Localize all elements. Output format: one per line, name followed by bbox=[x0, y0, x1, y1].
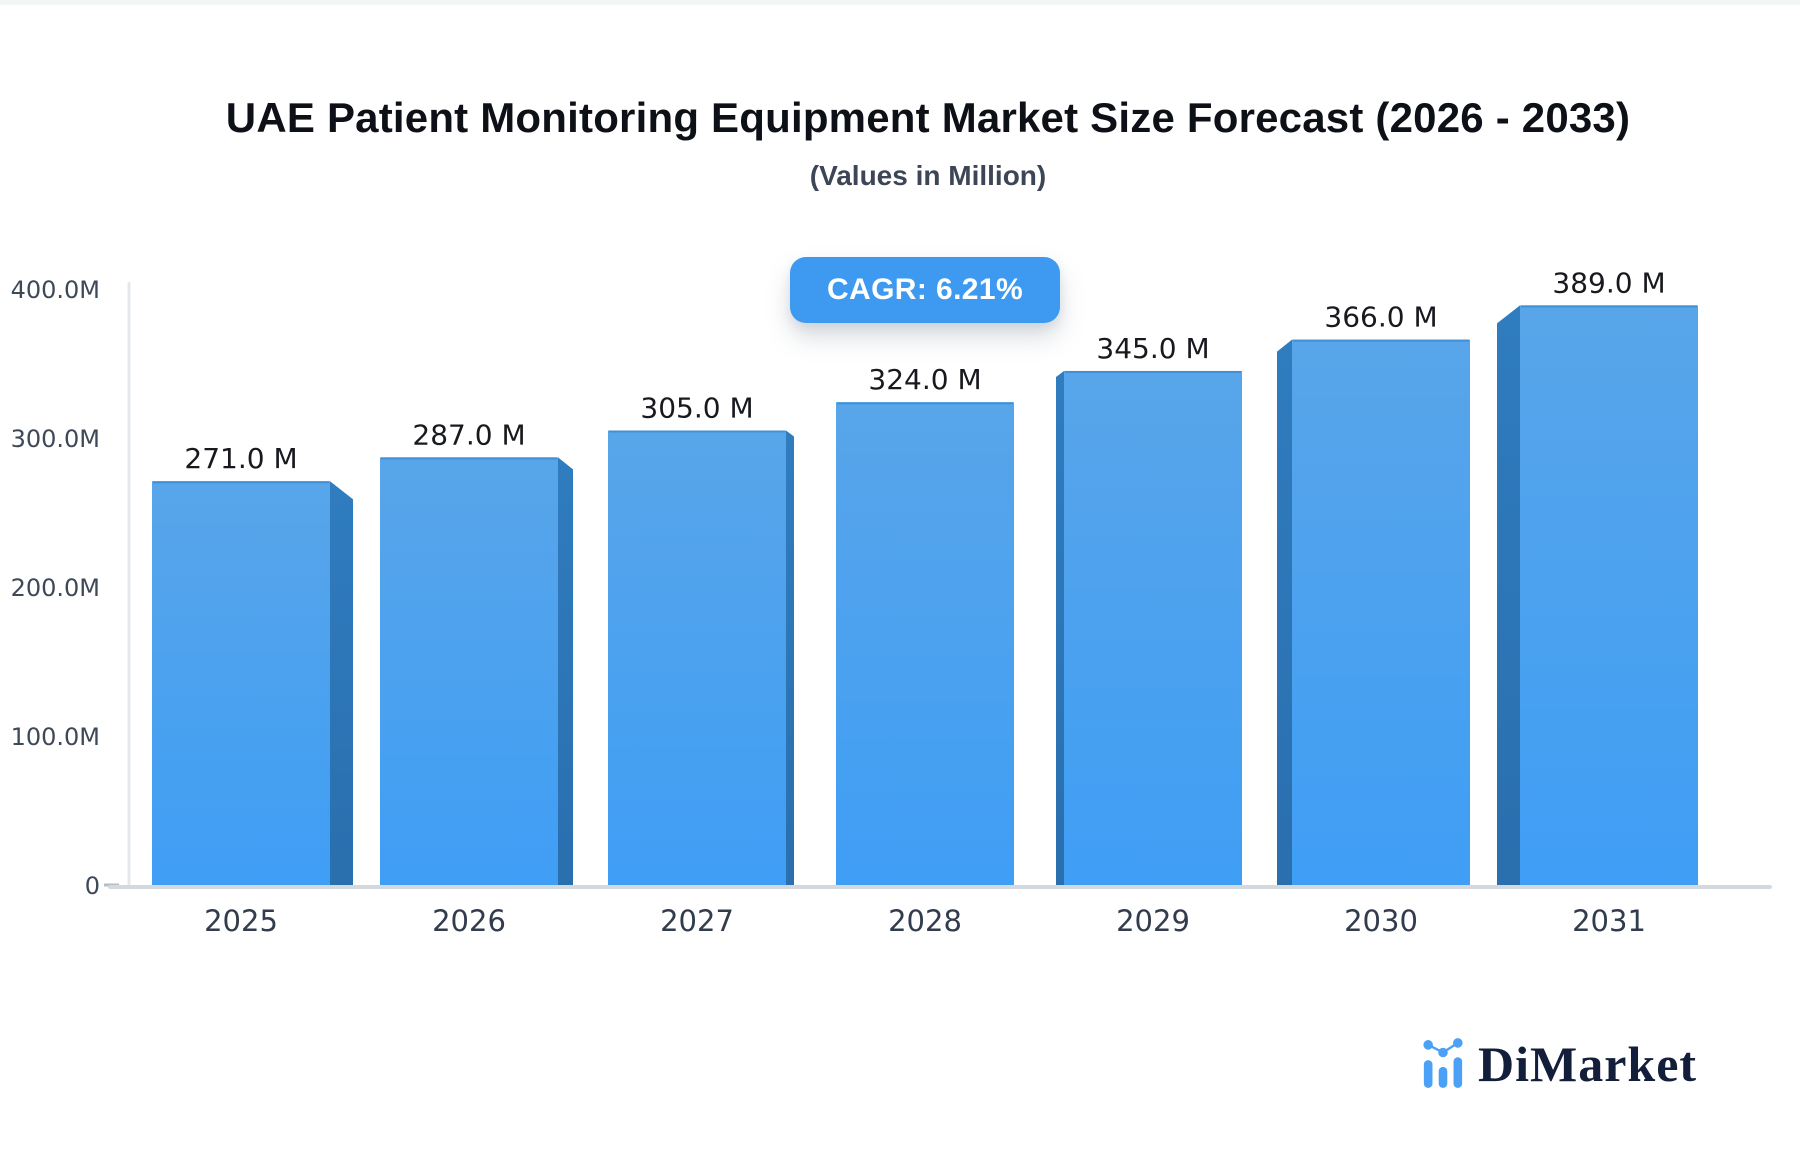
chart-header: UAE Patient Monitoring Equipment Market … bbox=[56, 94, 1800, 192]
value-label-2031: 389.0 M bbox=[1552, 266, 1665, 299]
bar-group-2025: 271.0 M 2025 bbox=[152, 442, 353, 938]
bar-group-2031: 389.0 M 2031 bbox=[1497, 266, 1698, 938]
bar-side-face bbox=[786, 430, 794, 885]
value-label-2026: 287.0 M bbox=[412, 418, 525, 451]
bar-side-face bbox=[1056, 370, 1064, 885]
y-tick-label-300: 300.0M bbox=[11, 425, 100, 453]
bar-side-face bbox=[1497, 305, 1520, 885]
y-tick-label-100: 100.0M bbox=[11, 723, 100, 751]
dimarket-logo: DiMarket bbox=[1421, 1036, 1697, 1090]
x-label-2028: 2028 bbox=[888, 904, 962, 938]
bar-front-face bbox=[836, 402, 1014, 886]
y-tick-label-400: 400.0M bbox=[11, 276, 100, 304]
chart-title: UAE Patient Monitoring Equipment Market … bbox=[225, 94, 1631, 141]
value-label-2025: 271.0 M bbox=[184, 442, 297, 475]
cagr-badge-label: CAGR: 6.21% bbox=[826, 273, 1024, 306]
chart-subtitle: (Values in Million) bbox=[809, 160, 1047, 191]
x-label-2027: 2027 bbox=[660, 904, 734, 938]
mini-bar-chart-icon bbox=[1423, 1038, 1463, 1088]
logo-text: DiMarket bbox=[1478, 1036, 1698, 1092]
bar-side-face bbox=[1277, 339, 1292, 885]
bar-side-face bbox=[330, 481, 353, 885]
bar-front-face bbox=[1520, 305, 1698, 886]
value-label-2028: 324.0 M bbox=[868, 363, 981, 396]
bar-front-face bbox=[1292, 339, 1470, 886]
bar-group-2027: 305.0 M 2027 bbox=[608, 392, 794, 938]
bar-group-2028: 324.0 M 2028 bbox=[836, 363, 1014, 938]
x-label-2025: 2025 bbox=[204, 904, 278, 938]
bar-side-face bbox=[558, 457, 573, 885]
bar-group-2029: 345.0 M 2029 bbox=[1056, 332, 1242, 938]
bar-front-face bbox=[380, 457, 558, 886]
value-label-2030: 366.0 M bbox=[1324, 301, 1437, 334]
y-tick-label-0: 0 bbox=[85, 872, 100, 900]
bar-group-2030: 366.0 M 2030 bbox=[1277, 301, 1470, 938]
y-tick-label-200: 200.0M bbox=[11, 574, 100, 602]
value-label-2029: 345.0 M bbox=[1096, 332, 1209, 365]
x-label-2029: 2029 bbox=[1116, 904, 1190, 938]
bar-group-2026: 287.0 M 2026 bbox=[380, 418, 573, 938]
bar-front-face bbox=[1064, 370, 1242, 886]
bar-front-face bbox=[608, 430, 786, 886]
x-label-2031: 2031 bbox=[1572, 904, 1646, 938]
x-label-2030: 2030 bbox=[1344, 904, 1418, 938]
x-label-2026: 2026 bbox=[432, 904, 506, 938]
cagr-badge: CAGR: 6.21% bbox=[790, 257, 1060, 323]
value-label-2027: 305.0 M bbox=[640, 392, 753, 425]
bar-front-face bbox=[152, 481, 330, 886]
